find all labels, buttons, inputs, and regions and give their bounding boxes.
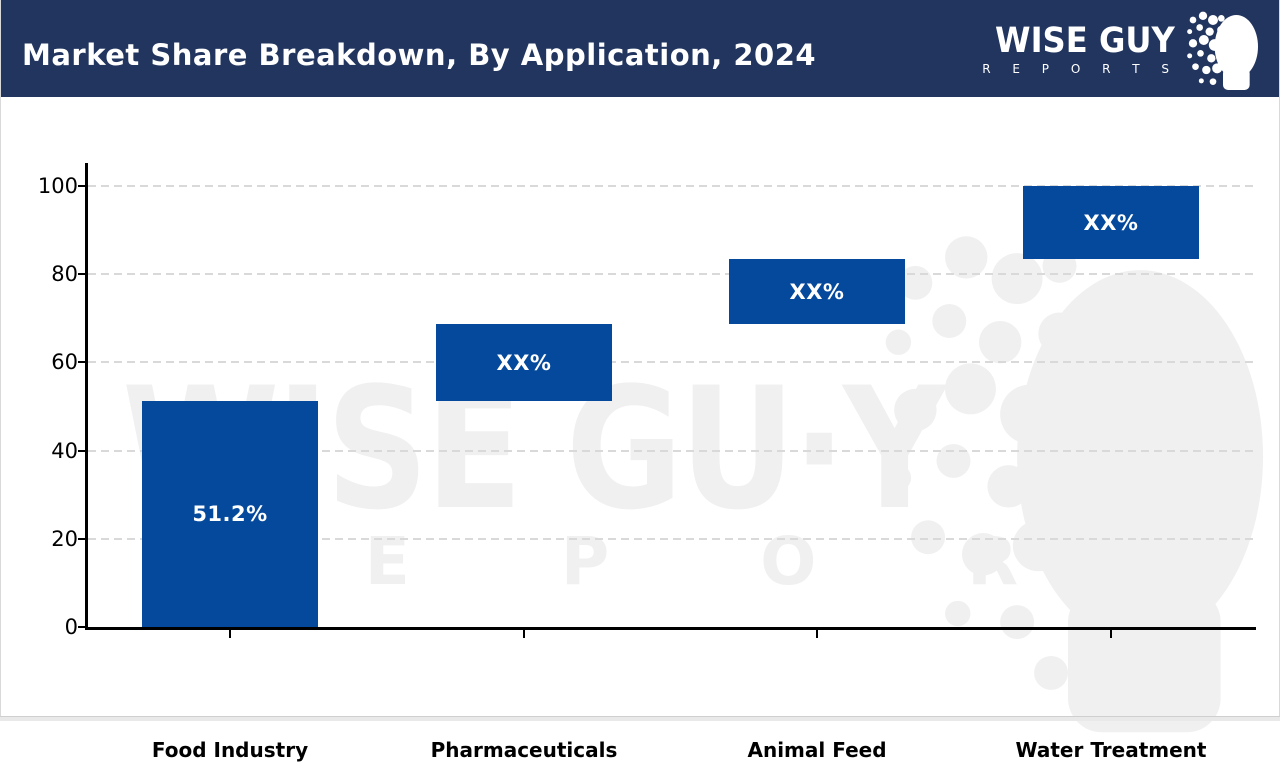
page-bottom-border <box>0 716 1280 721</box>
category-label-animal-feed: Animal Feed <box>747 738 887 762</box>
logo-text: WISE GUY R E P O R T S <box>976 21 1178 77</box>
bar-pharmaceuticals: XX% <box>436 324 612 402</box>
bar-food-industry: 51.2% <box>142 401 318 627</box>
x-axis-tick-mark <box>1110 630 1112 638</box>
bar-value-label: XX% <box>789 279 845 304</box>
x-axis-tick-mark <box>229 630 231 638</box>
y-axis-tick-label: 60 <box>51 350 78 375</box>
y-axis-tick-mark <box>78 185 87 187</box>
x-axis-tick-mark <box>816 630 818 638</box>
gridline-y60 <box>88 361 1256 364</box>
wise-guy-reports-logo: WISE GUY R E P O R T S <box>982 8 1266 92</box>
x-axis-tick-mark <box>523 630 525 638</box>
y-axis-tick-label: 20 <box>51 526 78 551</box>
y-axis-tick-label: 100 <box>37 174 78 198</box>
logo-wordmark: WISE GUY <box>995 21 1176 61</box>
header-banner: Market Share Breakdown, By Application, … <box>0 0 1280 97</box>
page-title: Market Share Breakdown, By Application, … <box>22 38 817 72</box>
bar-value-label: XX% <box>496 350 552 375</box>
chart-area: WISE GU·Y R E P O R T S 02040608010051.2… <box>0 97 1280 762</box>
dotted-face-icon <box>1187 11 1258 90</box>
gridline-y100 <box>88 185 1256 187</box>
bar-value-label: 51.2% <box>192 502 268 527</box>
bar-value-label: XX% <box>1083 210 1139 235</box>
y-axis-tick-mark <box>78 273 87 276</box>
y-axis-tick-mark <box>78 537 87 540</box>
category-label-food-industry: Food Industry <box>151 738 309 762</box>
x-axis-line <box>85 627 1256 630</box>
bar-water-treatment: XX% <box>1023 186 1199 260</box>
y-axis-tick-mark <box>78 626 87 628</box>
page-left-border <box>0 0 1 720</box>
bar-animal-feed: XX% <box>729 259 905 325</box>
y-axis-tick-label: 80 <box>51 262 78 287</box>
watermark-face-icon <box>885 227 1264 733</box>
gridline-y80 <box>88 273 1256 276</box>
logo-subtitle: R E P O R T S <box>982 62 1178 76</box>
y-axis-line <box>85 163 88 630</box>
gridline-y20 <box>88 537 1256 540</box>
y-axis-tick-label: 0 <box>64 615 78 639</box>
y-axis-tick-label: 40 <box>51 438 78 463</box>
gridline-y40 <box>88 449 1256 452</box>
category-label-water-treatment: Water Treatment <box>1015 738 1207 762</box>
y-axis-tick-mark <box>78 449 87 452</box>
category-label-pharmaceuticals: Pharmaceuticals <box>430 738 618 762</box>
y-axis-tick-mark <box>78 361 87 364</box>
